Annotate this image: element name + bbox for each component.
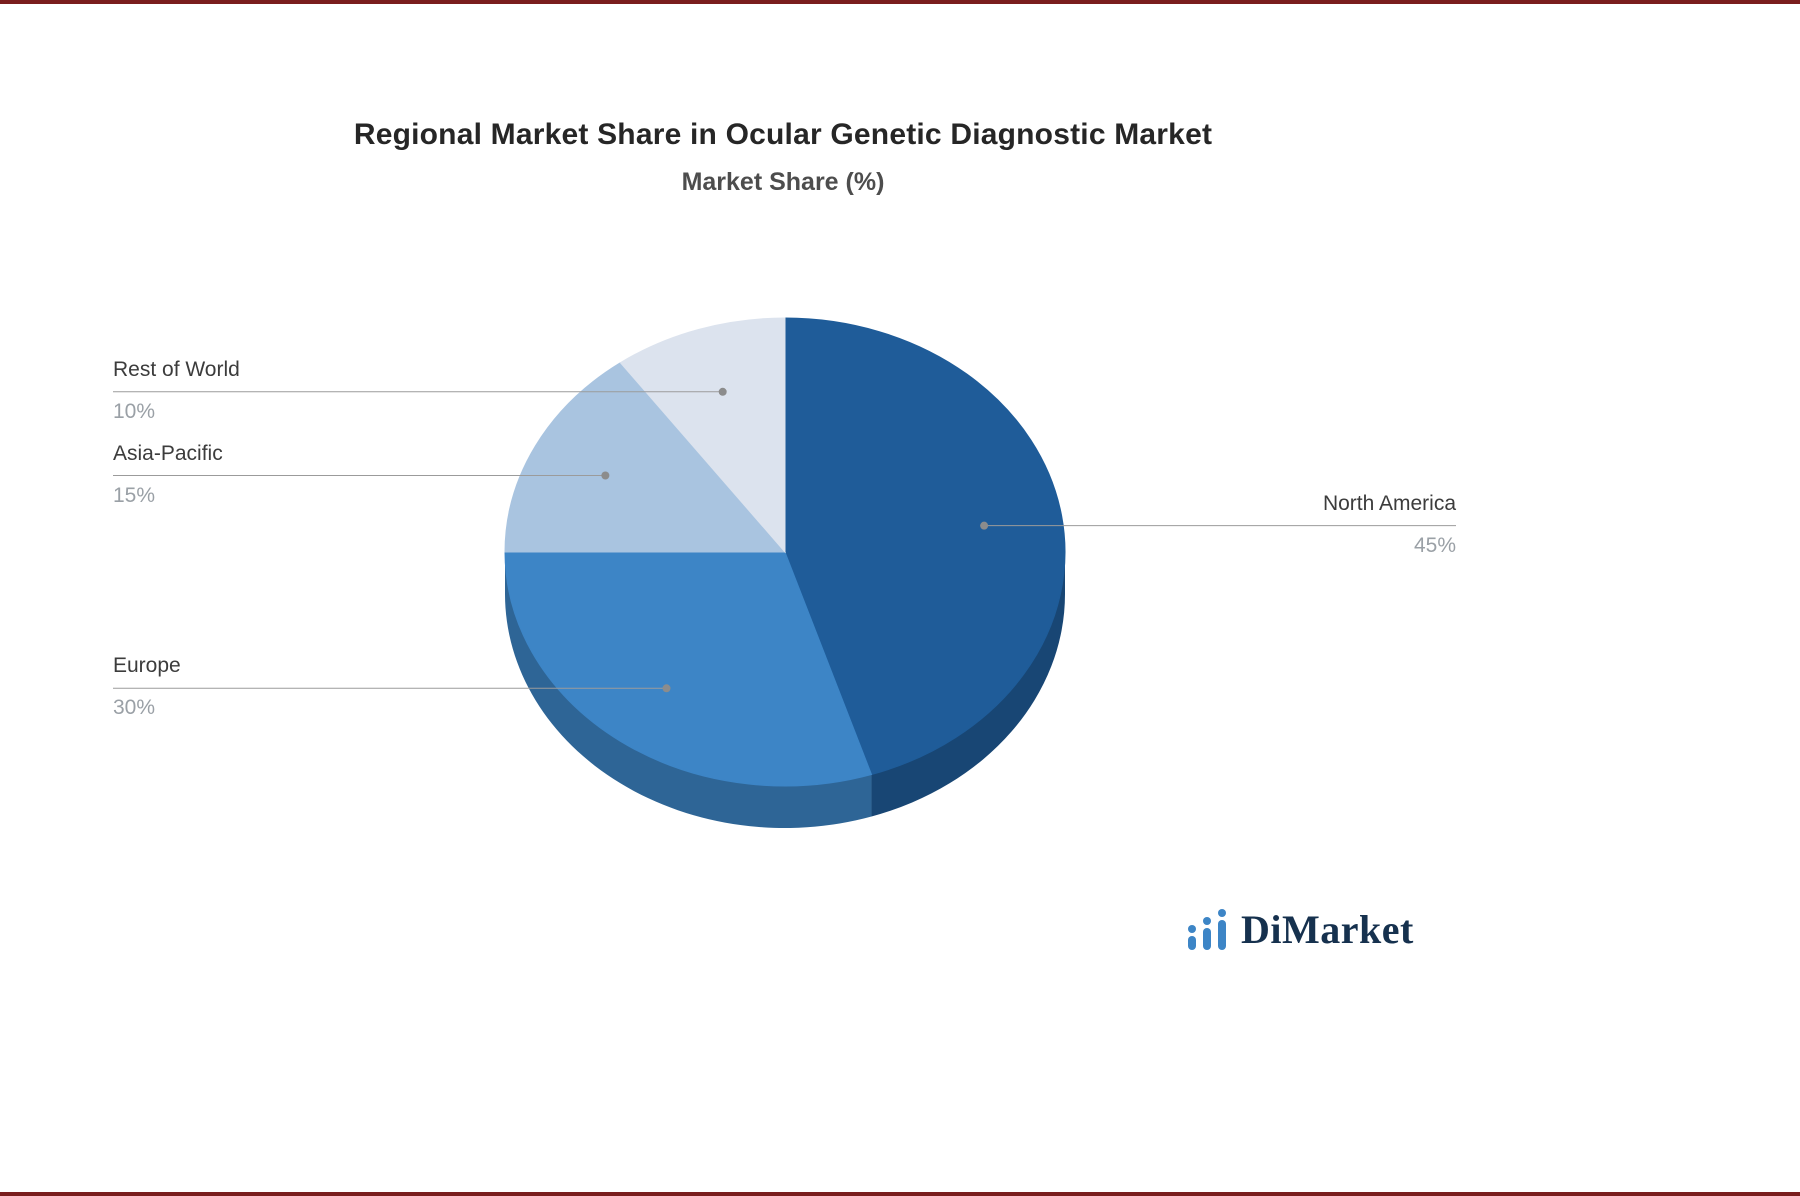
- pie-slice-side-north-america: [871, 552, 1065, 817]
- chart-subtitle: Market Share (%): [681, 168, 885, 196]
- bottom-border-strip: [0, 1192, 1800, 1196]
- dimarket-logo: DiMarket: [1186, 906, 1414, 953]
- pie-slice-asia-pacific: [504, 362, 787, 553]
- dimarket-logo-text: DiMarket: [1241, 907, 1414, 952]
- pie-slice-north-america: [784, 317, 1066, 776]
- pie-slice-europe: [504, 551, 873, 787]
- leader-dot-rest-of-world: [718, 387, 727, 396]
- leader-dot-north-america: [980, 521, 989, 530]
- pie-slice-side-europe: [505, 552, 872, 828]
- top-border-strip: [0, 0, 1800, 4]
- pie-slice-rest-of-world: [619, 317, 786, 554]
- leader-dot-asia-pacific: [601, 471, 610, 480]
- chart-title: Regional Market Share in Ocular Genetic …: [353, 118, 1213, 151]
- dimarket-logo-icon: [1188, 908, 1226, 950]
- leader-dot-europe: [662, 684, 671, 693]
